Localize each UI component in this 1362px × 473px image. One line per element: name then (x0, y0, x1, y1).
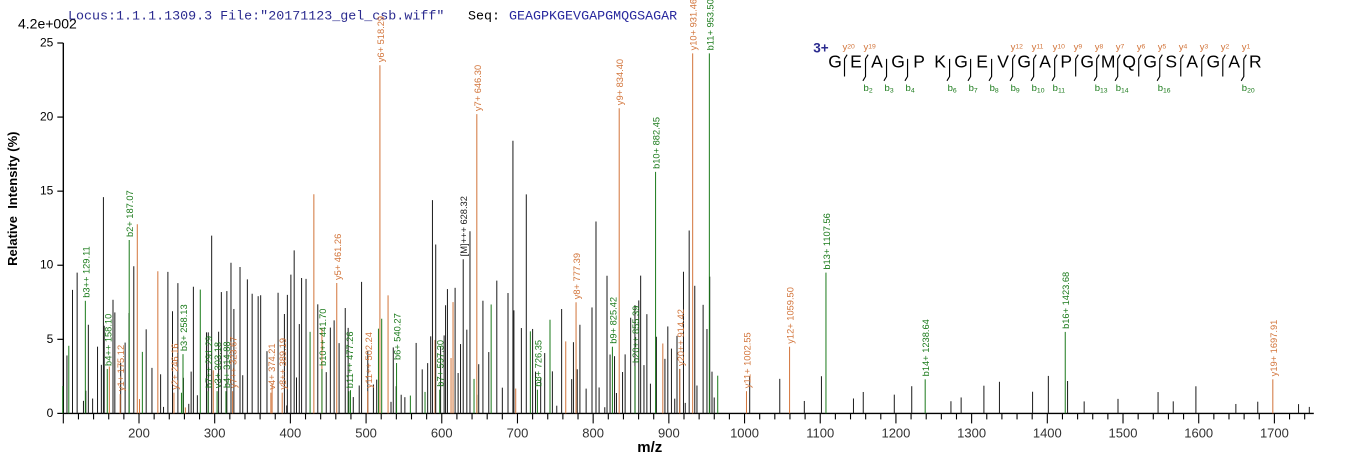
svg-text:Seq:: Seq: (468, 10, 500, 25)
svg-text:y19+ 1697.91: y19+ 1697.91 (1269, 320, 1279, 377)
svg-text:y11++ 502.24: y11++ 502.24 (364, 332, 374, 388)
svg-text:E: E (976, 52, 988, 72)
svg-text:b8+ 726.35: b8+ 726.35 (533, 340, 543, 387)
svg-text:b16+ 1423.68: b16+ 1423.68 (1061, 272, 1071, 329)
svg-text:400: 400 (280, 425, 302, 440)
svg-text:1700: 1700 (1260, 425, 1289, 440)
svg-text:b9+ 825.42: b9+ 825.42 (608, 297, 618, 344)
svg-text:A: A (1039, 52, 1051, 72)
svg-text:y8++ 389.19: y8++ 389.19 (278, 338, 288, 390)
svg-text:200: 200 (128, 425, 150, 440)
svg-text:P: P (913, 52, 925, 72)
svg-text:G: G (891, 52, 905, 72)
svg-text:b6+ 540.27: b6+ 540.27 (393, 313, 403, 360)
svg-text:y5+ 461.26: y5+ 461.26 (333, 234, 343, 280)
svg-text:y9+ 834.40: y9+ 834.40 (615, 59, 625, 105)
svg-text:0: 0 (47, 406, 54, 420)
svg-text:y10+ 931.46: y10+ 931.46 (689, 0, 699, 50)
svg-text:Locus:1.1.1.1309.3 File:"20171: Locus:1.1.1.1309.3 File:"20171123_gel_cs… (68, 10, 444, 25)
svg-text:y20++ 914.42: y20++ 914.42 (676, 309, 686, 366)
svg-text:M: M (1101, 52, 1116, 72)
svg-text:y1+ 175.12: y1+ 175.12 (116, 345, 126, 391)
svg-text:b20++ 855.39: b20++ 855.39 (631, 306, 641, 363)
svg-text:y12+ 1059.50: y12+ 1059.50 (786, 287, 796, 344)
svg-text:b2+ 187.07: b2+ 187.07 (125, 190, 135, 237)
svg-text:GEAGPKGEVGAPGMQGSAGAR: GEAGPKGEVGAPGMQGSAGAR (509, 10, 677, 25)
svg-text:R: R (1249, 52, 1262, 72)
svg-text:b3++ 129.11: b3++ 129.11 (81, 246, 91, 298)
svg-text:1100: 1100 (806, 425, 834, 440)
svg-text:10: 10 (40, 258, 54, 272)
svg-text:1200: 1200 (881, 425, 910, 440)
svg-text:A: A (1228, 52, 1240, 72)
svg-text:b3+ 258.13: b3+ 258.13 (179, 304, 189, 351)
svg-text:5: 5 (47, 332, 54, 346)
svg-text:v4+ 374.21: v4+ 374.21 (267, 343, 277, 389)
svg-text:G: G (1143, 52, 1157, 72)
svg-text:800: 800 (582, 425, 604, 440)
svg-text:700: 700 (507, 425, 529, 440)
svg-text:1000: 1000 (730, 425, 759, 440)
svg-text:3+: 3+ (813, 41, 829, 56)
svg-text:300: 300 (204, 425, 226, 440)
svg-text:G: G (828, 52, 842, 72)
svg-text:[M]+++ 628.32: [M]+++ 628.32 (459, 196, 469, 256)
svg-text:Q: Q (1122, 52, 1136, 72)
svg-text:y11+ 1002.55: y11+ 1002.55 (742, 332, 752, 388)
svg-text:1600: 1600 (1184, 425, 1213, 440)
svg-text:b4++ 158.10: b4++ 158.10 (103, 314, 113, 366)
svg-text:1300: 1300 (957, 425, 986, 440)
svg-text:G: G (1206, 52, 1220, 72)
svg-text:G: G (954, 52, 968, 72)
svg-text:y7+ 646.30: y7+ 646.30 (473, 65, 483, 111)
svg-text:E: E (850, 52, 862, 72)
svg-text:y6+ 518.29: y6+ 518.29 (376, 16, 386, 62)
svg-text:25: 25 (40, 36, 54, 50)
svg-text:G: G (1080, 52, 1094, 72)
svg-text:S: S (1165, 52, 1177, 72)
svg-text:15: 15 (40, 184, 54, 198)
svg-text:y8+ 777.39: y8+ 777.39 (572, 253, 582, 299)
svg-text:m/z: m/z (637, 439, 662, 456)
svg-text:y7++ 323.67: y7++ 323.67 (229, 336, 239, 388)
svg-text:b7+ 597.30: b7+ 597.30 (436, 340, 446, 387)
svg-text:V: V (997, 52, 1009, 72)
svg-text:P: P (1060, 52, 1072, 72)
svg-text:1500: 1500 (1109, 425, 1138, 440)
svg-text:K: K (934, 52, 946, 72)
svg-text:b11+ 953.50: b11+ 953.50 (705, 0, 715, 50)
svg-text:Relative Intensity (%): Relative Intensity (%) (5, 132, 20, 266)
svg-text:500: 500 (355, 425, 377, 440)
svg-text:20: 20 (40, 110, 54, 124)
svg-text:A: A (871, 52, 883, 72)
svg-text:A: A (1186, 52, 1198, 72)
svg-text:1400: 1400 (1033, 425, 1062, 440)
svg-text:b11++ 477.26: b11++ 477.26 (345, 331, 355, 388)
svg-text:b14+ 1238.64: b14+ 1238.64 (921, 319, 931, 376)
svg-text:600: 600 (431, 425, 453, 440)
svg-text:G: G (1017, 52, 1031, 72)
svg-text:b10++ 441.70: b10++ 441.70 (318, 309, 328, 366)
svg-text:b13+ 1107.56: b13+ 1107.56 (822, 213, 832, 269)
svg-text:b10+ 882.45: b10+ 882.45 (652, 117, 662, 169)
